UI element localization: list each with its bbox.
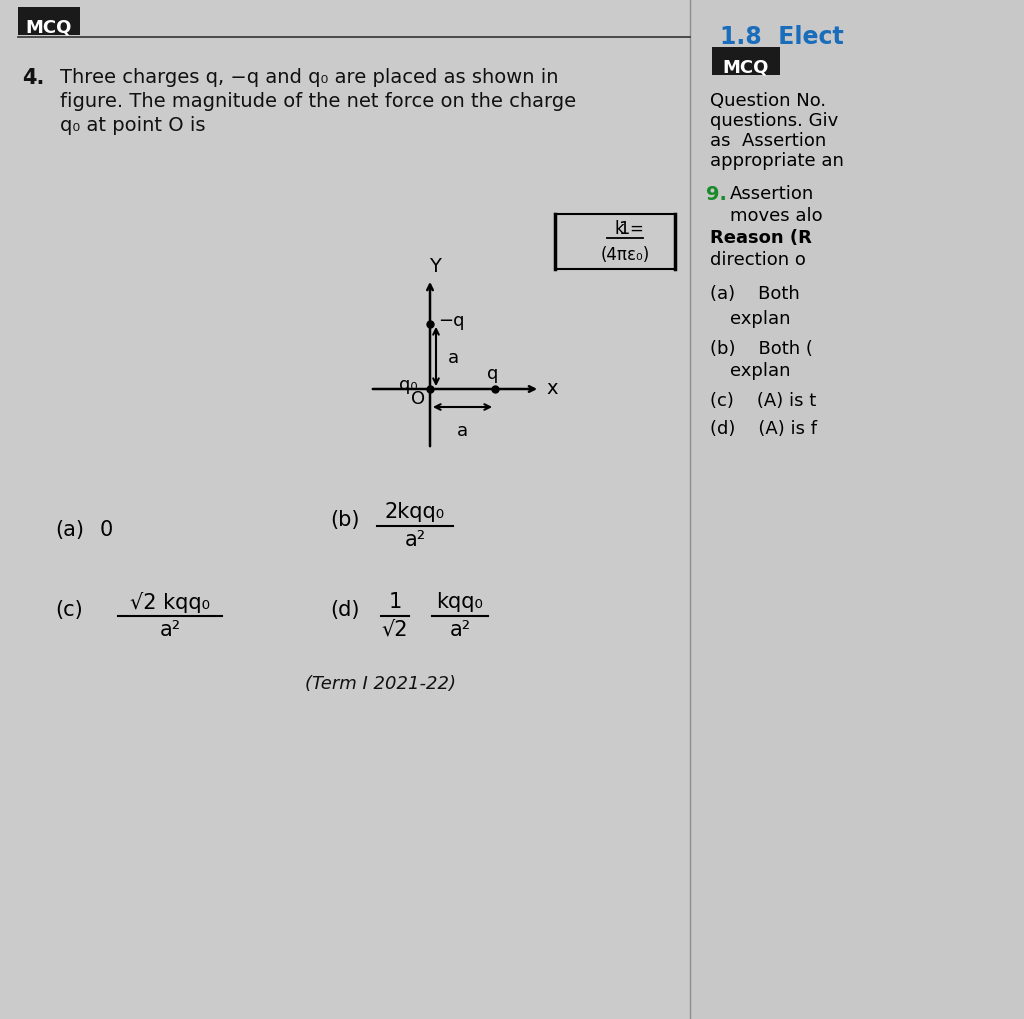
Text: direction o: direction o — [710, 251, 806, 269]
Text: 0: 0 — [100, 520, 114, 539]
Text: Reason (R: Reason (R — [710, 229, 812, 247]
Text: (b): (b) — [330, 510, 359, 530]
Text: explan: explan — [730, 310, 791, 328]
Text: 9.: 9. — [706, 184, 727, 204]
Text: 1: 1 — [388, 591, 401, 611]
Text: figure. The magnitude of the net force on the charge: figure. The magnitude of the net force o… — [60, 92, 577, 111]
Text: a²: a² — [404, 530, 426, 549]
Text: appropriate an: appropriate an — [710, 152, 844, 170]
Text: q₀: q₀ — [398, 376, 418, 393]
Text: MCQ: MCQ — [723, 58, 769, 76]
Text: (a): (a) — [55, 520, 84, 539]
Text: (d)    (A) is f: (d) (A) is f — [710, 420, 817, 437]
Text: 1.8  Elect: 1.8 Elect — [720, 25, 844, 49]
Text: (Term I 2021-22): (Term I 2021-22) — [304, 675, 456, 692]
Text: k =: k = — [615, 220, 649, 237]
Text: a²: a² — [450, 620, 471, 639]
Text: moves alo: moves alo — [730, 207, 822, 225]
FancyBboxPatch shape — [18, 8, 80, 36]
Text: Question No.: Question No. — [710, 92, 826, 110]
FancyBboxPatch shape — [712, 48, 780, 76]
Text: MCQ: MCQ — [26, 18, 72, 36]
Text: (a)    Both: (a) Both — [710, 284, 800, 303]
Text: O: O — [411, 389, 425, 408]
Text: q: q — [487, 365, 499, 382]
Text: 4.: 4. — [22, 68, 44, 88]
Text: √2 kqq₀: √2 kqq₀ — [130, 591, 210, 612]
Text: a²: a² — [160, 620, 180, 639]
Text: questions. Giv: questions. Giv — [710, 112, 839, 129]
Text: x: x — [546, 379, 558, 397]
Text: −q: −q — [438, 312, 465, 330]
Text: 1: 1 — [620, 220, 631, 237]
Text: q₀ at point O is: q₀ at point O is — [60, 116, 206, 135]
Text: Y: Y — [429, 257, 441, 276]
Text: (c)    (A) is t: (c) (A) is t — [710, 391, 816, 410]
Text: √2: √2 — [382, 620, 409, 639]
Text: as  Assertion: as Assertion — [710, 131, 826, 150]
Text: kqq₀: kqq₀ — [436, 591, 483, 611]
Text: Three charges q, −q and q₀ are placed as shown in: Three charges q, −q and q₀ are placed as… — [60, 68, 558, 87]
Text: (4πε₀): (4πε₀) — [600, 246, 649, 264]
Text: (c): (c) — [55, 599, 83, 620]
Text: 2kqq₀: 2kqq₀ — [385, 501, 445, 522]
Text: a: a — [457, 422, 468, 439]
Text: (d): (d) — [330, 599, 359, 620]
Text: Assertion: Assertion — [730, 184, 814, 203]
Text: explan: explan — [730, 362, 791, 380]
FancyBboxPatch shape — [0, 0, 690, 1019]
Text: a: a — [449, 348, 459, 366]
Text: (b)    Both (: (b) Both ( — [710, 339, 813, 358]
